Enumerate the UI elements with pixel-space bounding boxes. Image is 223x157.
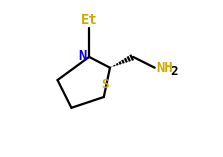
Text: NH: NH <box>156 62 173 76</box>
Text: N: N <box>78 49 87 63</box>
Text: 2: 2 <box>170 65 178 78</box>
Text: S: S <box>102 78 109 91</box>
Text: Et: Et <box>81 13 97 27</box>
